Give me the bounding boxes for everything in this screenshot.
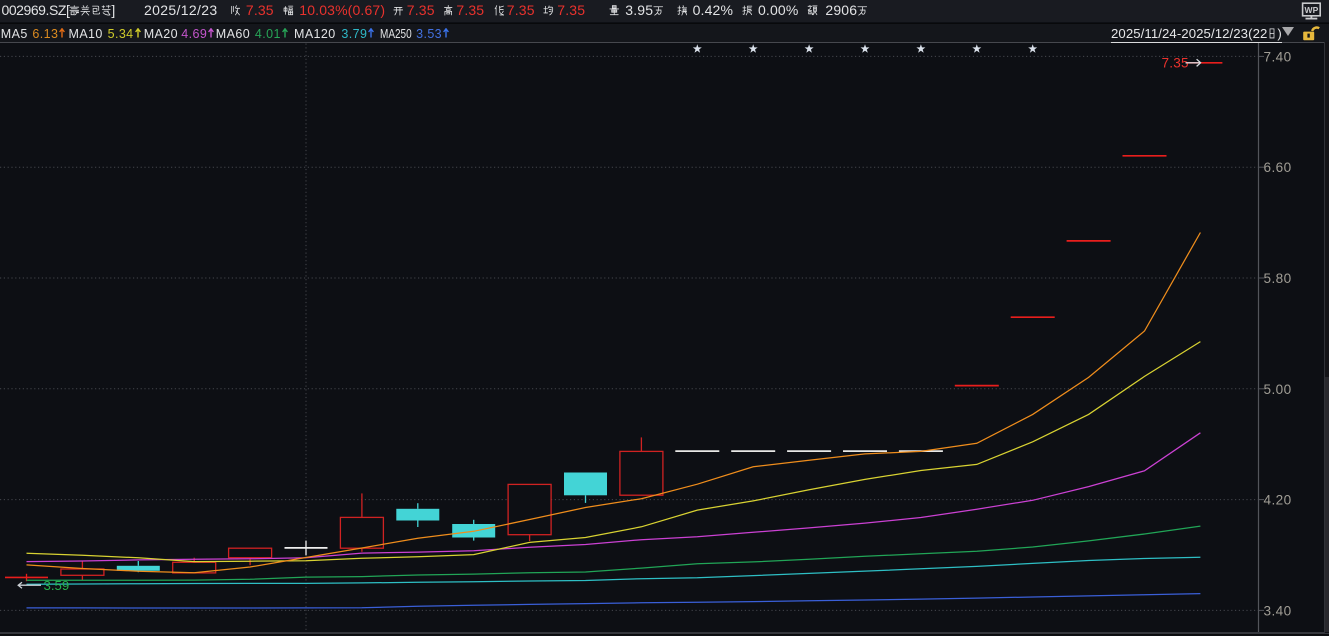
svg-text:3.59: 3.59 <box>44 578 70 593</box>
svg-text:6.60: 6.60 <box>1264 160 1292 175</box>
svg-text:WP: WP <box>1305 5 1319 15</box>
svg-text:5.80: 5.80 <box>1264 271 1292 286</box>
svg-text:5.00: 5.00 <box>1264 382 1292 397</box>
svg-text:7.35: 7.35 <box>1162 55 1189 70</box>
svg-text:7.40: 7.40 <box>1264 49 1292 64</box>
svg-text:3.40: 3.40 <box>1264 603 1292 618</box>
svg-text:4.20: 4.20 <box>1264 493 1292 508</box>
